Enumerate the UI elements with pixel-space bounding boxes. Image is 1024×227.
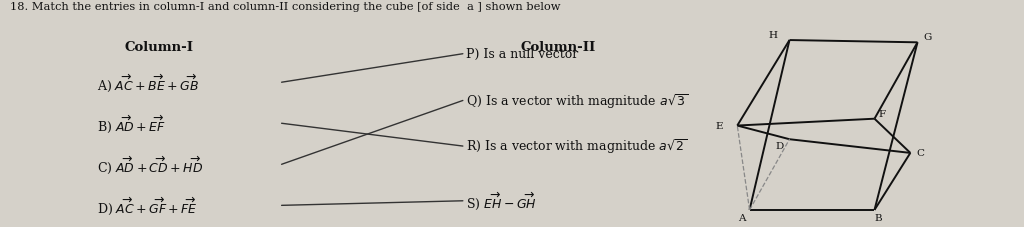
Text: B) $\overrightarrow{AD}+\overrightarrow{EF}$: B) $\overrightarrow{AD}+\overrightarrow{… xyxy=(97,113,166,134)
Text: Column-I: Column-I xyxy=(124,41,194,54)
Text: 18. Match the entries in column-I and column-II considering the cube [of side  a: 18. Match the entries in column-I and co… xyxy=(10,2,561,12)
Text: B: B xyxy=(874,213,882,222)
Text: S) $\overrightarrow{EH}-\overrightarrow{GH}$: S) $\overrightarrow{EH}-\overrightarrow{… xyxy=(466,190,537,212)
Text: E: E xyxy=(715,121,723,131)
Text: A: A xyxy=(738,213,745,222)
Text: P) Is a null vector: P) Is a null vector xyxy=(466,48,579,61)
Text: A) $\overrightarrow{AC}+\overrightarrow{BE}+\overrightarrow{GB}$: A) $\overrightarrow{AC}+\overrightarrow{… xyxy=(97,72,200,94)
Text: Column-II: Column-II xyxy=(520,41,596,54)
Text: Q) Is a vector with magnitude $a\sqrt{3}$: Q) Is a vector with magnitude $a\sqrt{3}… xyxy=(466,92,688,110)
Text: H: H xyxy=(768,31,777,39)
Text: F: F xyxy=(879,109,886,118)
Text: D) $\overrightarrow{AC}+\overrightarrow{GF}+\overrightarrow{FE}$: D) $\overrightarrow{AC}+\overrightarrow{… xyxy=(97,195,198,216)
Text: C) $\overrightarrow{AD}+\overrightarrow{CD}+\overrightarrow{HD}$: C) $\overrightarrow{AD}+\overrightarrow{… xyxy=(97,154,204,175)
Text: R) Is a vector with magnitude $a\sqrt{2}$: R) Is a vector with magnitude $a\sqrt{2}… xyxy=(466,137,687,156)
Text: G: G xyxy=(924,33,932,42)
Text: D: D xyxy=(775,141,783,150)
Text: C: C xyxy=(916,149,925,158)
